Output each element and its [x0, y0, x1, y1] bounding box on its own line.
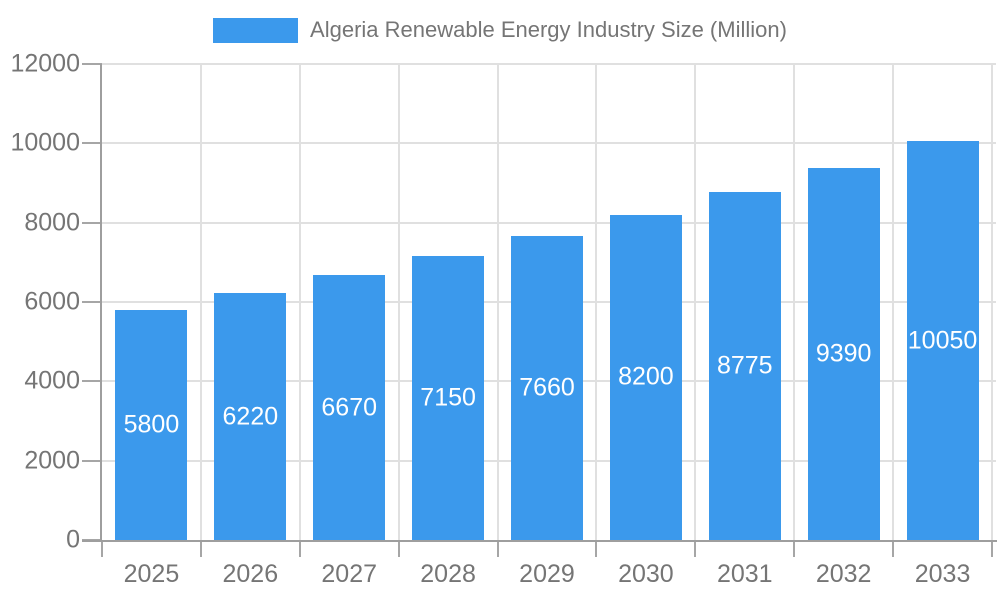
y-gridline [102, 63, 996, 65]
y-axis-label: 2000 [24, 446, 80, 475]
bar[interactable] [807, 167, 880, 540]
chart-legend[interactable]: Algeria Renewable Energy Industry Size (… [0, 17, 1000, 43]
x-axis-tick [595, 540, 598, 557]
x-gridline [496, 64, 499, 540]
x-axis-label: 2027 [321, 560, 378, 588]
y-axis-line [100, 64, 102, 540]
x-axis-tick [101, 540, 103, 557]
y-axis-tick [82, 459, 102, 462]
y-axis-tick [82, 142, 102, 145]
y-gridline [102, 142, 996, 145]
x-axis-label: 2026 [222, 560, 279, 588]
x-axis-label: 2030 [618, 560, 674, 588]
bar[interactable] [708, 191, 781, 540]
bar[interactable] [313, 275, 386, 540]
x-axis-tick [892, 540, 895, 557]
x-gridline [694, 64, 697, 540]
bar-value-label: 9390 [815, 339, 872, 368]
y-axis-label: 0 [66, 525, 80, 554]
y-axis-label: 12000 [10, 49, 80, 78]
legend-label: Algeria Renewable Energy Industry Size (… [310, 17, 787, 42]
y-axis-label: 6000 [24, 287, 80, 316]
x-axis-label: 2032 [815, 560, 872, 588]
x-gridline [199, 64, 202, 540]
y-axis-label: 4000 [24, 366, 80, 395]
x-axis-tick [496, 540, 499, 557]
x-gridline [298, 64, 301, 540]
x-axis-label: 2028 [420, 560, 476, 588]
bar-value-label: 6670 [321, 393, 378, 422]
x-axis-tick [199, 540, 202, 557]
bar-value-label: 8775 [716, 351, 773, 380]
x-axis-line [82, 540, 997, 542]
x-axis-label: 2033 [914, 560, 971, 588]
y-axis-tick [82, 380, 102, 383]
y-axis-tick [82, 301, 102, 303]
x-axis-label: 2029 [519, 560, 575, 588]
y-axis-tick [82, 63, 102, 65]
x-gridline [595, 64, 598, 540]
x-axis-tick [793, 540, 796, 557]
x-gridline [991, 64, 993, 540]
x-axis-tick [694, 540, 697, 557]
bar-value-label: 7660 [519, 373, 575, 402]
bar[interactable] [115, 309, 188, 540]
y-axis-label: 10000 [10, 128, 80, 157]
x-axis-label: 2025 [123, 560, 180, 588]
bar[interactable] [214, 293, 287, 540]
y-axis-label: 8000 [24, 208, 80, 237]
bar[interactable] [412, 256, 485, 540]
y-axis-tick [82, 221, 102, 224]
legend-swatch-icon [213, 17, 299, 43]
y-gridline [102, 221, 996, 224]
x-axis-tick [397, 540, 400, 557]
x-axis-tick [991, 540, 993, 557]
bar-value-label: 8200 [618, 362, 674, 391]
x-gridline [892, 64, 895, 540]
bar-value-label: 7150 [420, 383, 476, 412]
bar[interactable] [511, 236, 583, 540]
bar-value-label: 5800 [123, 410, 180, 439]
bar[interactable] [906, 141, 979, 540]
x-gridline [397, 64, 400, 540]
bar-value-label: 10050 [907, 326, 978, 355]
x-gridline [793, 64, 796, 540]
x-axis-tick [298, 540, 301, 557]
x-axis-label: 2031 [716, 560, 773, 588]
bar-value-label: 6220 [222, 402, 279, 431]
bar[interactable] [609, 214, 682, 540]
